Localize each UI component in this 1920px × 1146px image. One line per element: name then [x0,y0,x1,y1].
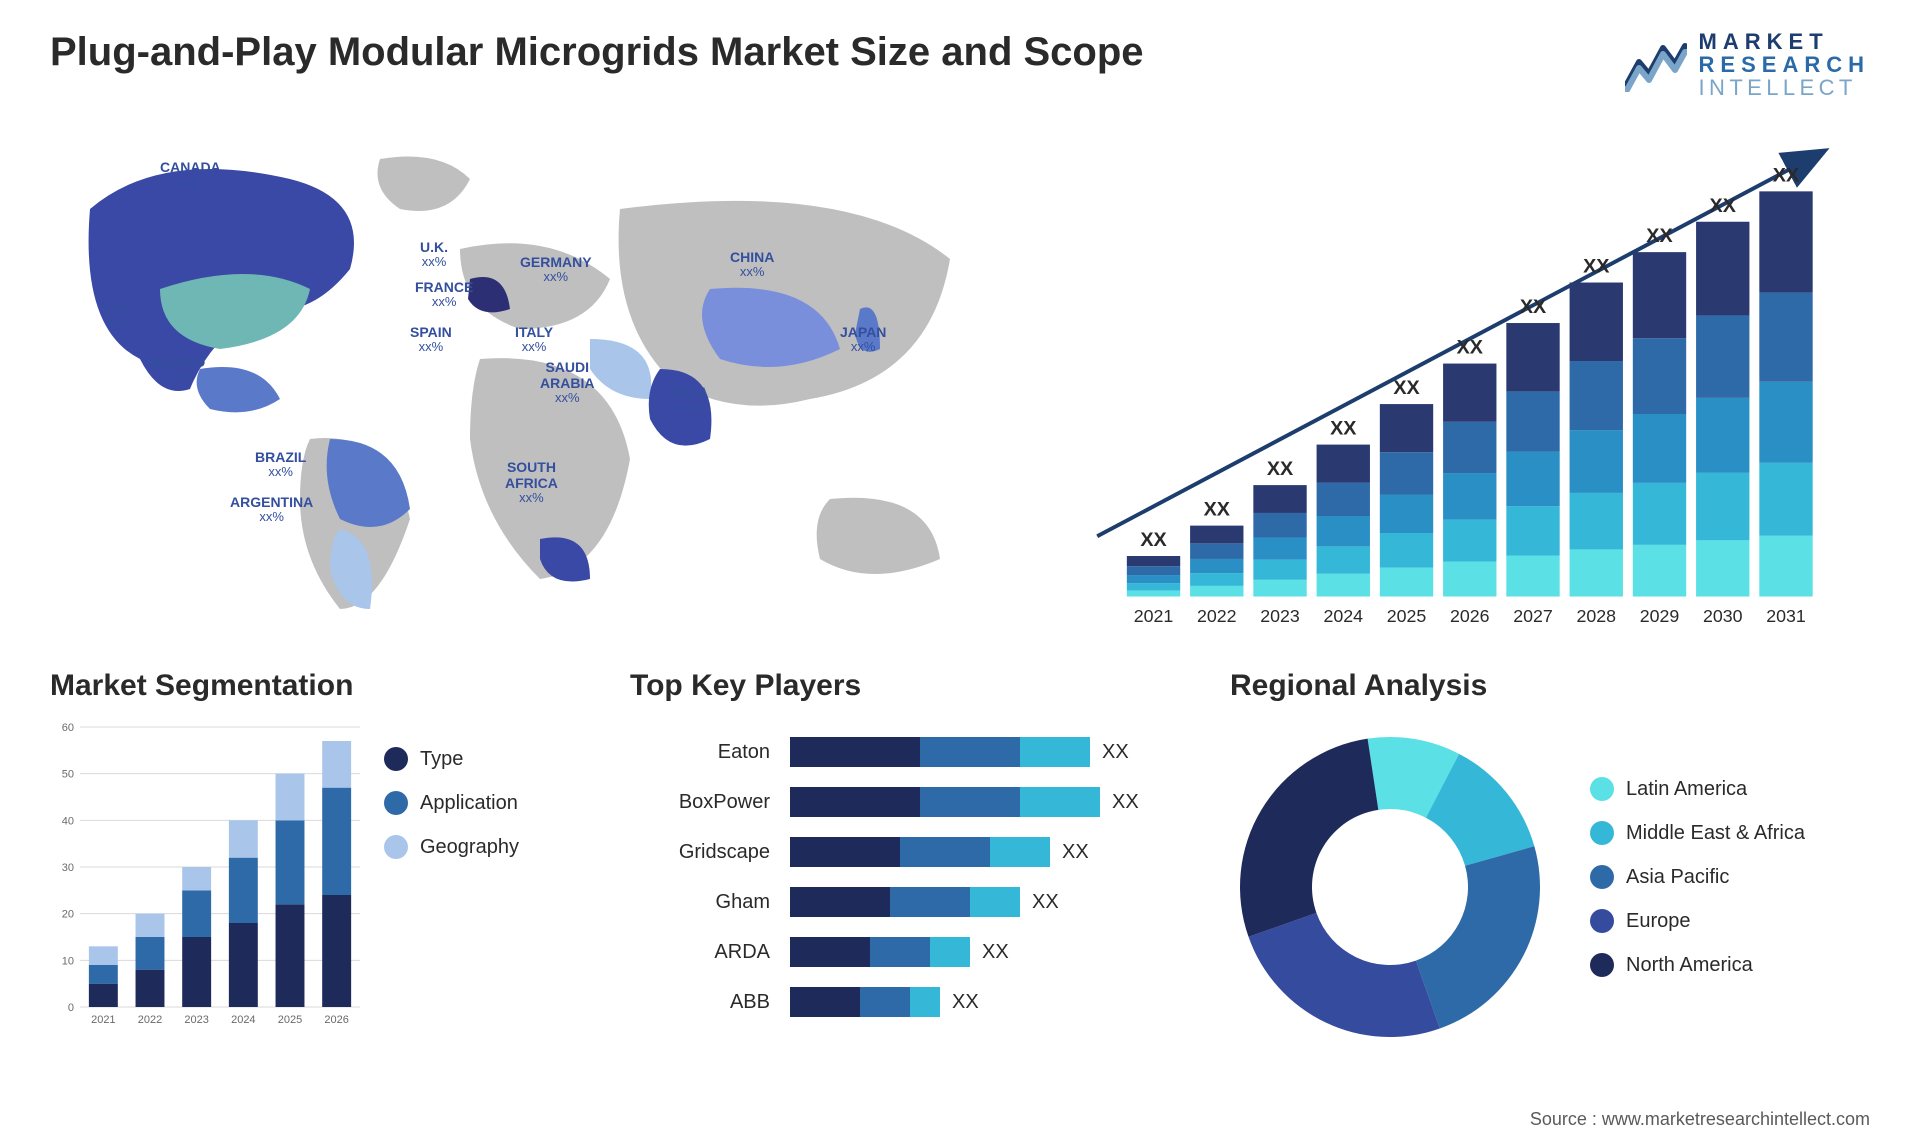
segmentation-legend: Type Application Geography [384,717,610,879]
players-bars: XX XX XX XX XX XX [790,737,1210,1017]
logo-text-2: RESEARCH [1699,53,1870,76]
player-label-gridscape: Gridscape [679,837,770,867]
player-row-gham: XX [790,887,1210,917]
svg-text:XX: XX [1267,459,1293,481]
players-title: Top Key Players [630,669,1210,703]
svg-text:XX: XX [1520,296,1546,318]
player-row-boxpower: XX [790,787,1210,817]
svg-text:2024: 2024 [1324,607,1364,627]
svg-text:XX: XX [1646,226,1672,248]
map-label-canada: CANADAxx% [160,159,221,190]
map-label-china: CHINAxx% [730,249,774,280]
player-label-gham: Gham [716,887,770,917]
svg-text:2026: 2026 [324,1014,348,1026]
world-map-svg [50,129,990,649]
logo-mark-icon [1625,38,1687,92]
player-row-arda: XX [790,937,1210,967]
seg-legend-type: Type [384,747,610,771]
regional-legend: Latin America Middle East & Africa Asia Pa… [1590,777,1870,997]
seg-legend-application: Application [384,791,610,815]
svg-text:0: 0 [68,1002,74,1014]
region-legend-middle-east-africa: Middle East & Africa [1590,821,1870,845]
map-label-italy: ITALYxx% [515,324,553,355]
map-label-india: INDIAxx% [670,384,708,415]
brand-logo: MARKET RESEARCH INTELLECT [1625,30,1870,99]
svg-text:2022: 2022 [138,1014,162,1026]
player-row-eaton: XX [790,737,1210,767]
svg-text:60: 60 [62,722,74,734]
regional-donut [1230,727,1550,1047]
page-title: Plug-and-Play Modular Microgrids Market … [50,30,1144,75]
svg-text:XX: XX [1393,377,1419,399]
svg-text:2022: 2022 [1197,607,1237,627]
segmentation-title: Market Segmentation [50,669,610,703]
svg-text:40: 40 [62,816,74,828]
segmentation-chart: 0 10 20 30 40 50 60 2021 2022 2023 2024 2025 2026 [50,717,360,1027]
market-size-chart: XX 2021 XX 2022 XX 2023 XX 2024 XX 2025 XX 2026 XX 20… [1030,129,1870,649]
svg-text:10: 10 [62,956,74,968]
svg-text:2023: 2023 [184,1014,208,1026]
logo-text-1: MARKET [1699,30,1870,53]
svg-text:2021: 2021 [1134,607,1174,627]
stacked-bar-svg: XX 2021 XX 2022 XX 2023 XX 2024 XX 2025 XX 2026 XX 20… [1030,129,1870,649]
map-label-saudi-arabia: SAUDIARABIAxx% [540,359,594,406]
map-label-mexico: MEXICOxx% [150,354,205,385]
svg-text:2026: 2026 [1450,607,1490,627]
regional-title: Regional Analysis [1230,669,1870,703]
svg-text:2031: 2031 [1766,607,1806,627]
player-row-abb: XX [790,987,1210,1017]
map-label-brazil: BRAZILxx% [255,449,306,480]
svg-text:XX: XX [1330,418,1356,440]
segmentation-panel: Market Segmentation 0 10 20 30 40 50 60 2021 202… [50,669,610,1069]
svg-text:50: 50 [62,769,74,781]
svg-text:XX: XX [1457,337,1483,359]
map-label-france: FRANCExx% [415,279,473,310]
map-label-germany: GERMANYxx% [520,254,592,285]
svg-text:2021: 2021 [91,1014,115,1026]
svg-text:2030: 2030 [1703,607,1743,627]
map-label-spain: SPAINxx% [410,324,452,355]
svg-text:2025: 2025 [1387,607,1427,627]
svg-text:XX: XX [1140,529,1166,551]
regional-panel: Regional Analysis Latin America Middle Ea… [1230,669,1870,1069]
svg-text:20: 20 [62,909,74,921]
svg-text:2027: 2027 [1513,607,1553,627]
svg-text:2025: 2025 [278,1014,302,1026]
key-players-panel: Top Key Players Eaton BoxPower Gridscape Gh… [630,669,1210,1069]
map-label-u-k-: U.K.xx% [420,239,448,270]
player-label-abb: ABB [730,987,770,1017]
players-labels: Eaton BoxPower Gridscape Gham ARDA ABB [630,737,770,1017]
svg-text:2024: 2024 [231,1014,255,1026]
map-label-argentina: ARGENTINAxx% [230,494,313,525]
region-legend-asia-pacific: Asia Pacific [1590,865,1870,889]
player-label-boxpower: BoxPower [679,787,770,817]
player-label-eaton: Eaton [718,737,770,767]
svg-text:30: 30 [62,862,74,874]
map-label-south-africa: SOUTHAFRICAxx% [505,459,558,506]
svg-text:2028: 2028 [1576,607,1616,627]
seg-legend-geography: Geography [384,835,610,859]
svg-text:2029: 2029 [1640,607,1680,627]
svg-text:XX: XX [1773,165,1799,187]
map-label-japan: JAPANxx% [840,324,886,355]
map-label-u-s-: U.S.xx% [105,299,132,330]
region-legend-north-america: North America [1590,953,1870,977]
svg-text:XX: XX [1710,195,1736,217]
svg-text:2023: 2023 [1260,607,1300,627]
player-label-arda: ARDA [714,937,770,967]
region-legend-latin-america: Latin America [1590,777,1870,801]
logo-text-3: INTELLECT [1699,76,1870,99]
player-row-gridscape: XX [790,837,1210,867]
svg-text:XX: XX [1204,499,1230,521]
world-map-chart: CANADAxx% U.S.xx% MEXICOxx% BRAZILxx% ARGENT… [50,129,990,649]
source-attribution: Source : www.marketresearchintellect.com [1530,1109,1870,1130]
region-legend-europe: Europe [1590,909,1870,933]
svg-text:XX: XX [1583,256,1609,278]
